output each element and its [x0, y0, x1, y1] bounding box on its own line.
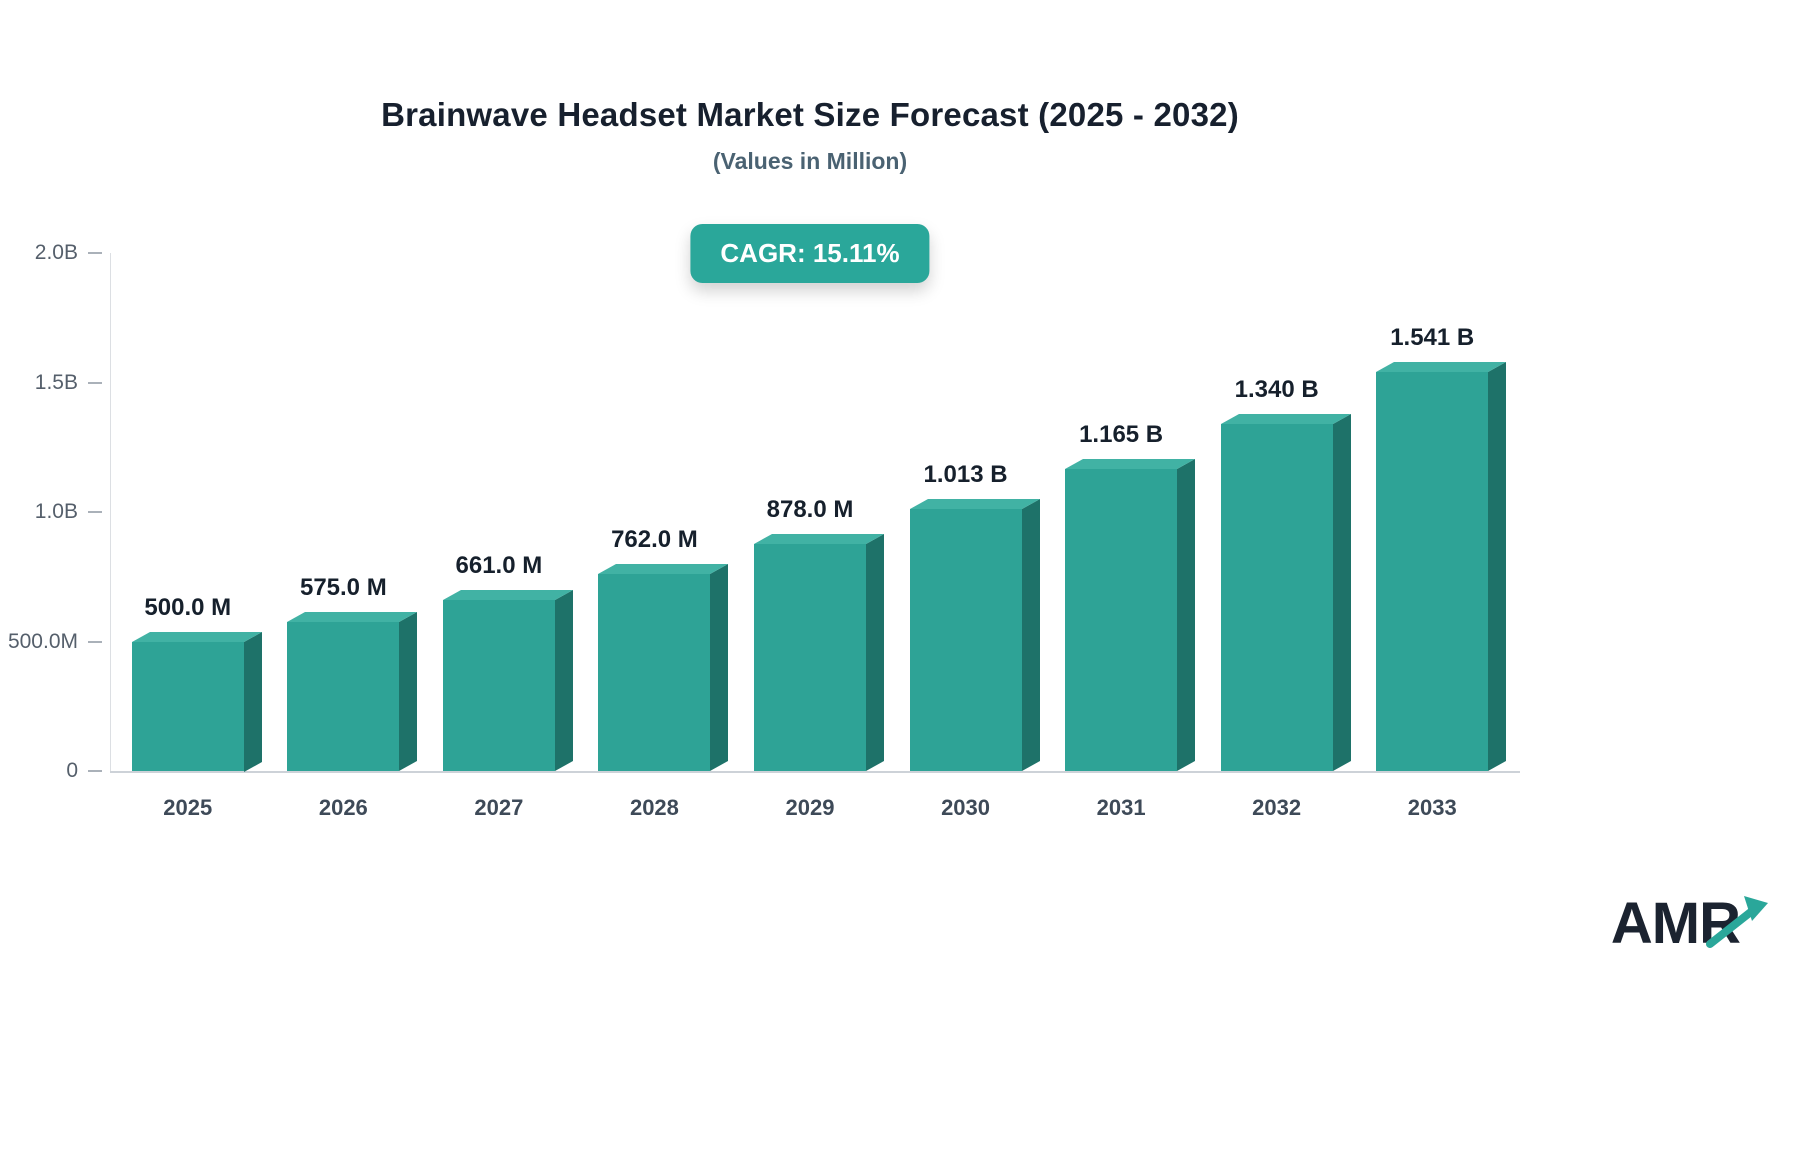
bar-group: 762.0 M 2028: [598, 253, 729, 820]
bar-top-face: [1065, 459, 1196, 470]
bar-group: 661.0 M 2027: [442, 253, 573, 820]
bar-side-face: [1488, 361, 1507, 771]
x-axis-label: 2030: [941, 795, 991, 820]
y-tick-label: 1.5B: [34, 370, 78, 394]
bar-front-face: [1065, 469, 1178, 771]
x-axis-label: 2028: [629, 795, 679, 820]
bar-value-label: 1.340 B: [1234, 375, 1319, 403]
y-tick-mark: [88, 252, 102, 254]
bar-group: 575.0 M 2026: [287, 253, 418, 820]
bar-group: 1.340 B 2032: [1220, 253, 1351, 820]
x-axis-baseline: [110, 771, 1520, 773]
x-axis-label: 2031: [1096, 795, 1146, 820]
bar-side-face: [243, 631, 262, 771]
bar-front-face: [754, 543, 866, 771]
bar-top-face: [287, 612, 418, 623]
brand-logo: AMR: [1611, 892, 1772, 957]
bar-value-label: 575.0 M: [299, 574, 387, 602]
chart-canvas: Brainwave Headset Market Size Forecast (…: [8, 96, 1520, 820]
bar-group: 1.165 B 2031: [1065, 253, 1196, 820]
x-axis-label: 2032: [1252, 795, 1302, 820]
bar-value-label: 661.0 M: [455, 551, 543, 579]
y-tick-mark: [88, 511, 102, 513]
cagr-badge: CAGR: 15.11%: [690, 224, 930, 283]
brand-logo-text: AMR: [1610, 891, 1741, 956]
y-tick-label: 2.0B: [34, 241, 78, 264]
y-tick-mark: [88, 770, 102, 772]
y-tick-label: 1.0B: [34, 500, 78, 523]
chart-subtitle: (Values in Million): [712, 148, 908, 174]
y-tick-label: 500.0M: [7, 629, 78, 653]
y-axis-line: [110, 253, 111, 771]
bar-value-label: 1.541 B: [1390, 323, 1475, 351]
bar-front-face: [287, 622, 400, 771]
bar-front-face: [1376, 371, 1489, 771]
x-axis-label: 2025: [163, 795, 213, 820]
bar-side-face: [554, 589, 573, 771]
x-axis-label: 2033: [1407, 795, 1457, 820]
plot-area: 0 500.0M 1.0B 1.5B 2.0B 500.0 M 2025 575.0 M 202…: [8, 241, 1520, 820]
bar-value-label: 1.165 B: [1079, 421, 1164, 449]
x-axis-label: 2029: [785, 795, 835, 820]
bar-top-face: [1220, 413, 1351, 424]
y-tick-mark: [88, 640, 102, 643]
bar-side-face: [399, 612, 418, 771]
y-tick-label: 0: [66, 759, 78, 782]
bar-group: 1.541 B 2033: [1376, 253, 1507, 820]
x-axis-label: 2027: [474, 795, 524, 820]
y-tick-mark: [88, 381, 102, 384]
bar-side-face: [866, 533, 884, 771]
bar-top-face: [909, 498, 1040, 509]
bar-group: 878.0 M 2029: [753, 253, 884, 820]
bar-side-face: [1177, 459, 1196, 771]
bar-side-face: [710, 563, 729, 771]
bar-front-face: [909, 508, 1022, 771]
bar-side-face: [1021, 498, 1040, 771]
bar-top-face: [1376, 361, 1507, 372]
bar-top-face: [753, 533, 884, 544]
bar-value-label: 1.013 B: [923, 460, 1008, 488]
bar-front-face: [442, 599, 555, 771]
x-axis-label: 2026: [318, 795, 368, 820]
bar-group: 1.013 B 2030: [909, 253, 1040, 820]
bar-front-face: [598, 573, 711, 771]
bar-front-face: [1220, 423, 1333, 771]
bar-value-label: 762.0 M: [611, 525, 698, 553]
bar-top-face: [598, 563, 729, 574]
bar-top-face: [442, 589, 573, 600]
bar-front-face: [131, 641, 244, 771]
bar-value-label: 500.0 M: [144, 593, 232, 621]
logo-arrow-icon: [1706, 894, 1772, 957]
bar-group: 500.0 M 2025: [131, 253, 262, 820]
chart-title: Brainwave Headset Market Size Forecast (…: [381, 96, 1239, 133]
bar-top-face: [131, 631, 262, 642]
bar-value-label: 878.0 M: [766, 495, 854, 523]
bar-side-face: [1332, 413, 1351, 771]
